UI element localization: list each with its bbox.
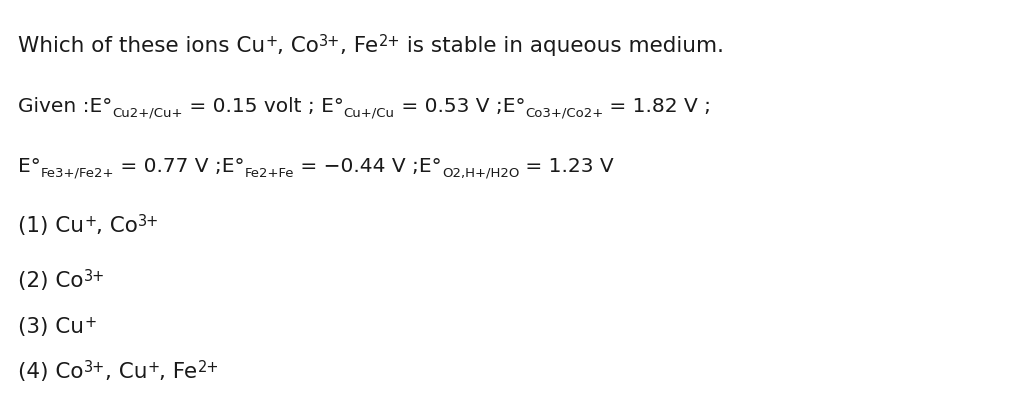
Text: = 1.82 V ;: = 1.82 V ;: [603, 97, 712, 116]
Text: E°: E°: [18, 157, 41, 176]
Text: Cu2+/Cu+: Cu2+/Cu+: [113, 107, 182, 120]
Text: = 0.77 V ;E°: = 0.77 V ;E°: [115, 157, 245, 176]
Text: +: +: [84, 214, 96, 229]
Text: Fe3+/Fe2+: Fe3+/Fe2+: [41, 167, 115, 180]
Text: 2+: 2+: [198, 360, 219, 375]
Text: = 1.23 V: = 1.23 V: [519, 157, 613, 176]
Text: (2) Co: (2) Co: [18, 271, 84, 291]
Text: , Co: , Co: [96, 216, 138, 236]
Text: +: +: [147, 360, 160, 375]
Text: Fe2+Fe: Fe2+Fe: [245, 167, 294, 180]
Text: Co3+/Co2+: Co3+/Co2+: [525, 107, 603, 120]
Text: 3+: 3+: [84, 269, 104, 284]
Text: , Co: , Co: [278, 36, 319, 56]
Text: , Cu: , Cu: [104, 362, 147, 382]
Text: Which of these ions Cu: Which of these ions Cu: [18, 36, 265, 56]
Text: 3+: 3+: [138, 214, 160, 229]
Text: = 0.53 V ;E°: = 0.53 V ;E°: [394, 97, 525, 116]
Text: +: +: [265, 34, 278, 49]
Text: O2,H+/H2O: O2,H+/H2O: [442, 167, 519, 180]
Text: 3+: 3+: [84, 360, 104, 375]
Text: Cu+/Cu: Cu+/Cu: [344, 107, 394, 120]
Text: 3+: 3+: [319, 34, 340, 49]
Text: Given :E°: Given :E°: [18, 97, 113, 116]
Text: (3) Cu: (3) Cu: [18, 317, 84, 337]
Text: +: +: [84, 315, 96, 330]
Text: (1) Cu: (1) Cu: [18, 216, 84, 236]
Text: = 0.15 volt ; E°: = 0.15 volt ; E°: [182, 97, 344, 116]
Text: = −0.44 V ;E°: = −0.44 V ;E°: [294, 157, 442, 176]
Text: (4) Co: (4) Co: [18, 362, 84, 382]
Text: 2+: 2+: [379, 34, 400, 49]
Text: , Fe: , Fe: [160, 362, 198, 382]
Text: is stable in aqueous medium.: is stable in aqueous medium.: [400, 36, 724, 56]
Text: , Fe: , Fe: [340, 36, 379, 56]
